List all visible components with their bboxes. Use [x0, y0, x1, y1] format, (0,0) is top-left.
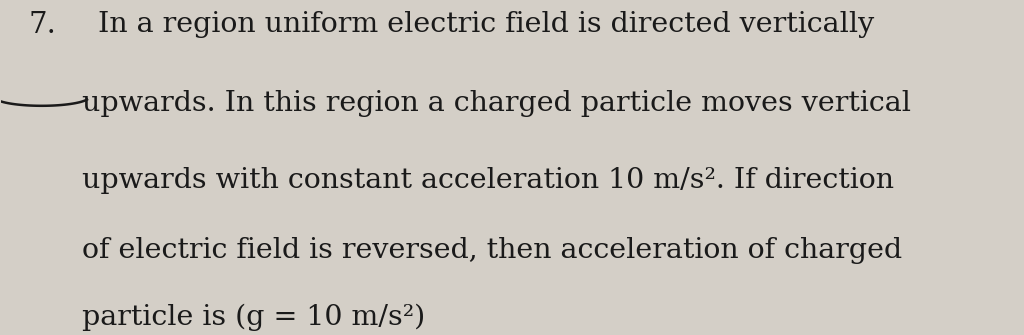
- Text: 7.: 7.: [29, 11, 56, 39]
- Text: upwards with constant acceleration 10 m/s². If direction: upwards with constant acceleration 10 m/…: [82, 166, 894, 194]
- Text: of electric field is reversed, then acceleration of charged: of electric field is reversed, then acce…: [82, 237, 902, 264]
- Text: upwards. In this region a charged particle moves vertical: upwards. In this region a charged partic…: [82, 90, 911, 117]
- Text: particle is (g = 10 m/s²): particle is (g = 10 m/s²): [82, 303, 425, 331]
- Text: In a region uniform electric field is directed vertically: In a region uniform electric field is di…: [97, 11, 873, 38]
